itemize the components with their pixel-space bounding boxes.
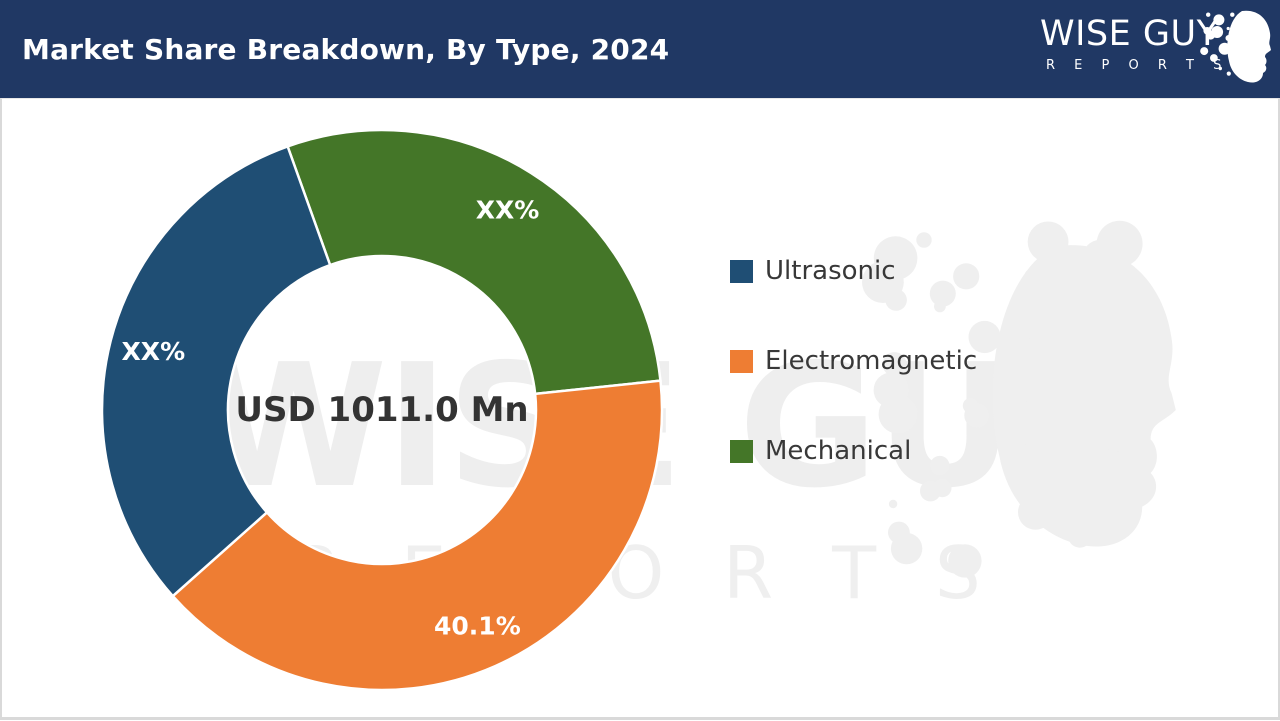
segment-ultrasonic (100, 144, 332, 598)
logo-wordmark: WISE GUY (1040, 14, 1219, 54)
segment-mechanical (286, 128, 662, 396)
segment-electromagnetic (171, 379, 664, 692)
legend-label: Mechanical (765, 436, 912, 466)
segment-label: 40.1% (434, 611, 521, 640)
head-profile-icon (1200, 10, 1271, 83)
legend-swatch (730, 259, 753, 283)
segment-label: XX% (476, 196, 540, 225)
watermark-head-icon (862, 220, 1176, 578)
legend-swatch (730, 349, 753, 373)
legend-item-ultrasonic: Ultrasonic (730, 253, 977, 289)
donut-chart: XX% 40.1% XX% USD 1011.0 Mn (100, 128, 664, 692)
legend-label: Ultrasonic (765, 256, 896, 286)
legend-item-mechanical: Mechanical (730, 433, 977, 469)
wise-guy-logo: WISE GUY R E P O R T S (1040, 10, 1271, 83)
legend-item-electromagnetic: Electromagnetic (730, 343, 977, 379)
legend-label: Electromagnetic (765, 346, 978, 376)
chart-area: WISE GUY R E P O R T S XX% 40.1% XX% USD 10… (0, 98, 1280, 720)
chart-legend: Ultrasonic Electromagnetic Mechanical (730, 253, 977, 523)
segment-label: XX% (122, 337, 186, 366)
page-title: Market Share Breakdown, By Type, 2024 (22, 32, 670, 66)
header-bar: Market Share Breakdown, By Type, 2024 WI… (0, 0, 1280, 98)
center-value: USD 1011.0 Mn (235, 390, 528, 430)
logo-subtitle: R E P O R T S (1046, 58, 1229, 73)
legend-swatch (730, 439, 753, 463)
